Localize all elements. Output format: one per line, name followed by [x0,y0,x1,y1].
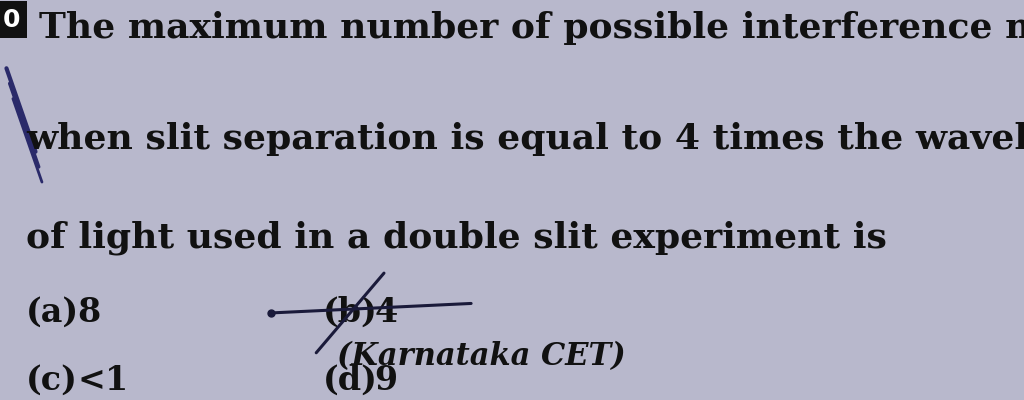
Text: 8: 8 [78,296,100,329]
Text: (a): (a) [26,296,79,329]
Text: 9: 9 [375,364,397,397]
Text: (d): (d) [323,364,378,397]
Text: when slit separation is equal to 4 times the wavelength: when slit separation is equal to 4 times… [26,121,1024,156]
Text: (b): (b) [323,296,378,329]
Text: 0: 0 [3,8,20,32]
Text: The maximum number of possible interference maxima: The maximum number of possible interfere… [39,11,1024,45]
Text: (c): (c) [26,364,78,397]
Text: 4: 4 [375,296,397,329]
Text: <1: <1 [78,364,129,397]
Text: of light used in a double slit experiment is: of light used in a double slit experimen… [26,220,887,254]
Text: (Karnataka CET): (Karnataka CET) [337,341,626,372]
